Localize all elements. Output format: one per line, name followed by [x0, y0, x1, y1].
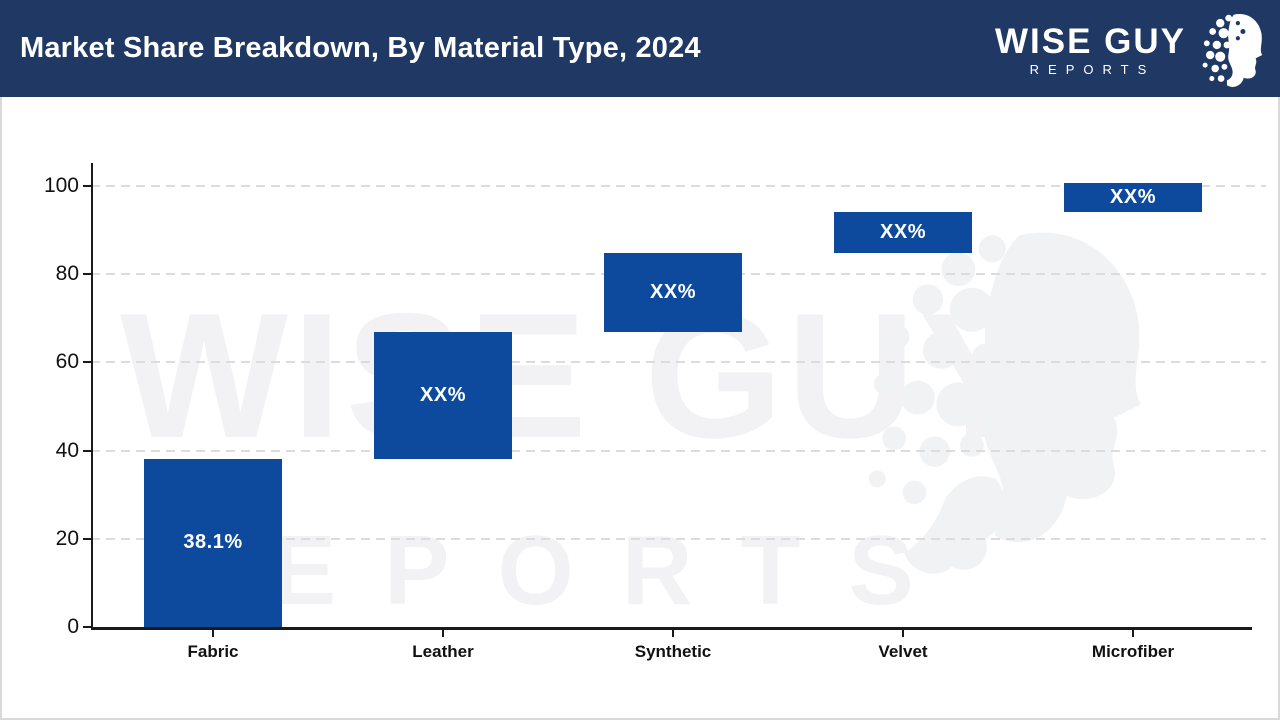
x-tick-label: Microfiber	[1091, 642, 1175, 661]
y-tick-mark	[83, 626, 91, 628]
y-tick-label: 20	[55, 526, 79, 550]
y-axis-line	[91, 163, 93, 630]
y-tick-label: 60	[55, 350, 79, 374]
brand-face-icon	[1202, 13, 1263, 87]
y-tick-mark	[83, 273, 91, 276]
bar-velvet: XX%	[834, 212, 972, 254]
x-tick-label: Velvet	[878, 642, 928, 661]
x-axis-line	[91, 627, 1252, 630]
header-bar: Market Share Breakdown, By Material Type…	[0, 0, 1280, 97]
brand-logo: WISE GUY REPORTS	[995, 6, 1274, 94]
bar-value-label: XX%	[1110, 185, 1156, 208]
bar-fabric: 38.1%	[144, 458, 282, 627]
bar-value-label: XX%	[420, 383, 466, 406]
y-gridline	[91, 537, 1266, 540]
y-tick-label: 100	[43, 174, 79, 197]
bar-value-label: XX%	[880, 221, 926, 244]
brand-logo-text: WISE GUY REPORTS	[995, 24, 1186, 76]
y-tick-label: 0	[67, 615, 79, 638]
y-tick-mark	[83, 537, 91, 540]
chart-body: WISE GUY REPORTS 0 20 40 60 80 100 38.1% Fabric…	[0, 97, 1280, 720]
watermark-face-icon	[868, 232, 1142, 574]
y-tick-mark	[83, 449, 91, 452]
page-title: Market Share Breakdown, By Material Type…	[20, 32, 701, 64]
y-gridline	[91, 361, 1266, 364]
x-tick-label: Leather	[412, 642, 474, 661]
x-tick-mark	[902, 630, 904, 637]
bar-synthetic: XX%	[604, 253, 742, 332]
y-tick-mark	[83, 185, 91, 187]
x-tick-mark	[1132, 630, 1134, 637]
x-tick-mark	[212, 630, 214, 637]
x-tick-mark	[672, 630, 674, 637]
x-tick-label: Fabric	[187, 642, 239, 661]
y-gridline	[91, 449, 1266, 452]
x-tick-label: Synthetic	[634, 642, 712, 661]
y-gridline	[91, 185, 1266, 187]
bar-value-label: 38.1%	[183, 531, 243, 554]
bar-leather: XX%	[374, 331, 512, 459]
brand-logo-name: WISE GUY	[994, 22, 1186, 61]
y-tick-mark	[83, 361, 91, 364]
bar-microfiber: XX%	[1064, 182, 1202, 212]
x-tick-mark	[442, 630, 444, 637]
brand-logo-subtitle: REPORTS	[1029, 62, 1156, 77]
bar-value-label: XX%	[650, 281, 696, 303]
y-tick-label: 40	[55, 438, 79, 462]
y-tick-label: 80	[55, 262, 79, 286]
